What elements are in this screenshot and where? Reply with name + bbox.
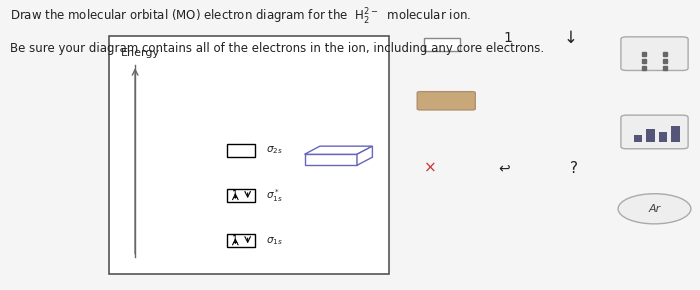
FancyBboxPatch shape	[621, 37, 688, 70]
FancyBboxPatch shape	[417, 92, 475, 110]
Text: $\sigma_{2s}$: $\sigma_{2s}$	[266, 144, 283, 156]
Bar	[228, 189, 256, 202]
Text: 1: 1	[232, 235, 239, 245]
Text: $\sigma_{1s}$: $\sigma_{1s}$	[266, 235, 283, 247]
Text: 1: 1	[232, 190, 239, 200]
Bar	[304, 154, 357, 165]
Polygon shape	[357, 146, 372, 165]
Text: ×: ×	[424, 161, 437, 176]
Bar	[228, 234, 256, 247]
Text: $\sigma^*_{1s}$: $\sigma^*_{1s}$	[266, 187, 283, 204]
Text: ↩: ↩	[498, 161, 510, 175]
Bar	[634, 135, 642, 142]
Bar	[108, 36, 388, 274]
Bar	[659, 132, 667, 142]
Text: Ar: Ar	[648, 204, 661, 214]
Bar	[228, 144, 256, 157]
Polygon shape	[304, 146, 372, 154]
Bar	[424, 38, 460, 51]
Bar	[646, 129, 654, 142]
Text: Be sure your diagram contains all of the electrons in the ion, including any cor: Be sure your diagram contains all of the…	[10, 42, 545, 55]
Circle shape	[618, 194, 691, 224]
Bar	[671, 126, 680, 142]
Text: ?: ?	[570, 161, 578, 176]
FancyBboxPatch shape	[621, 115, 688, 149]
Text: ↓: ↓	[564, 29, 577, 47]
Text: Draw the molecular orbital (MO) electron diagram for the  $\mathrm{H}_2^{2-}$  m: Draw the molecular orbital (MO) electron…	[10, 7, 472, 27]
Text: 1: 1	[503, 31, 512, 45]
Text: Energy: Energy	[121, 48, 160, 58]
